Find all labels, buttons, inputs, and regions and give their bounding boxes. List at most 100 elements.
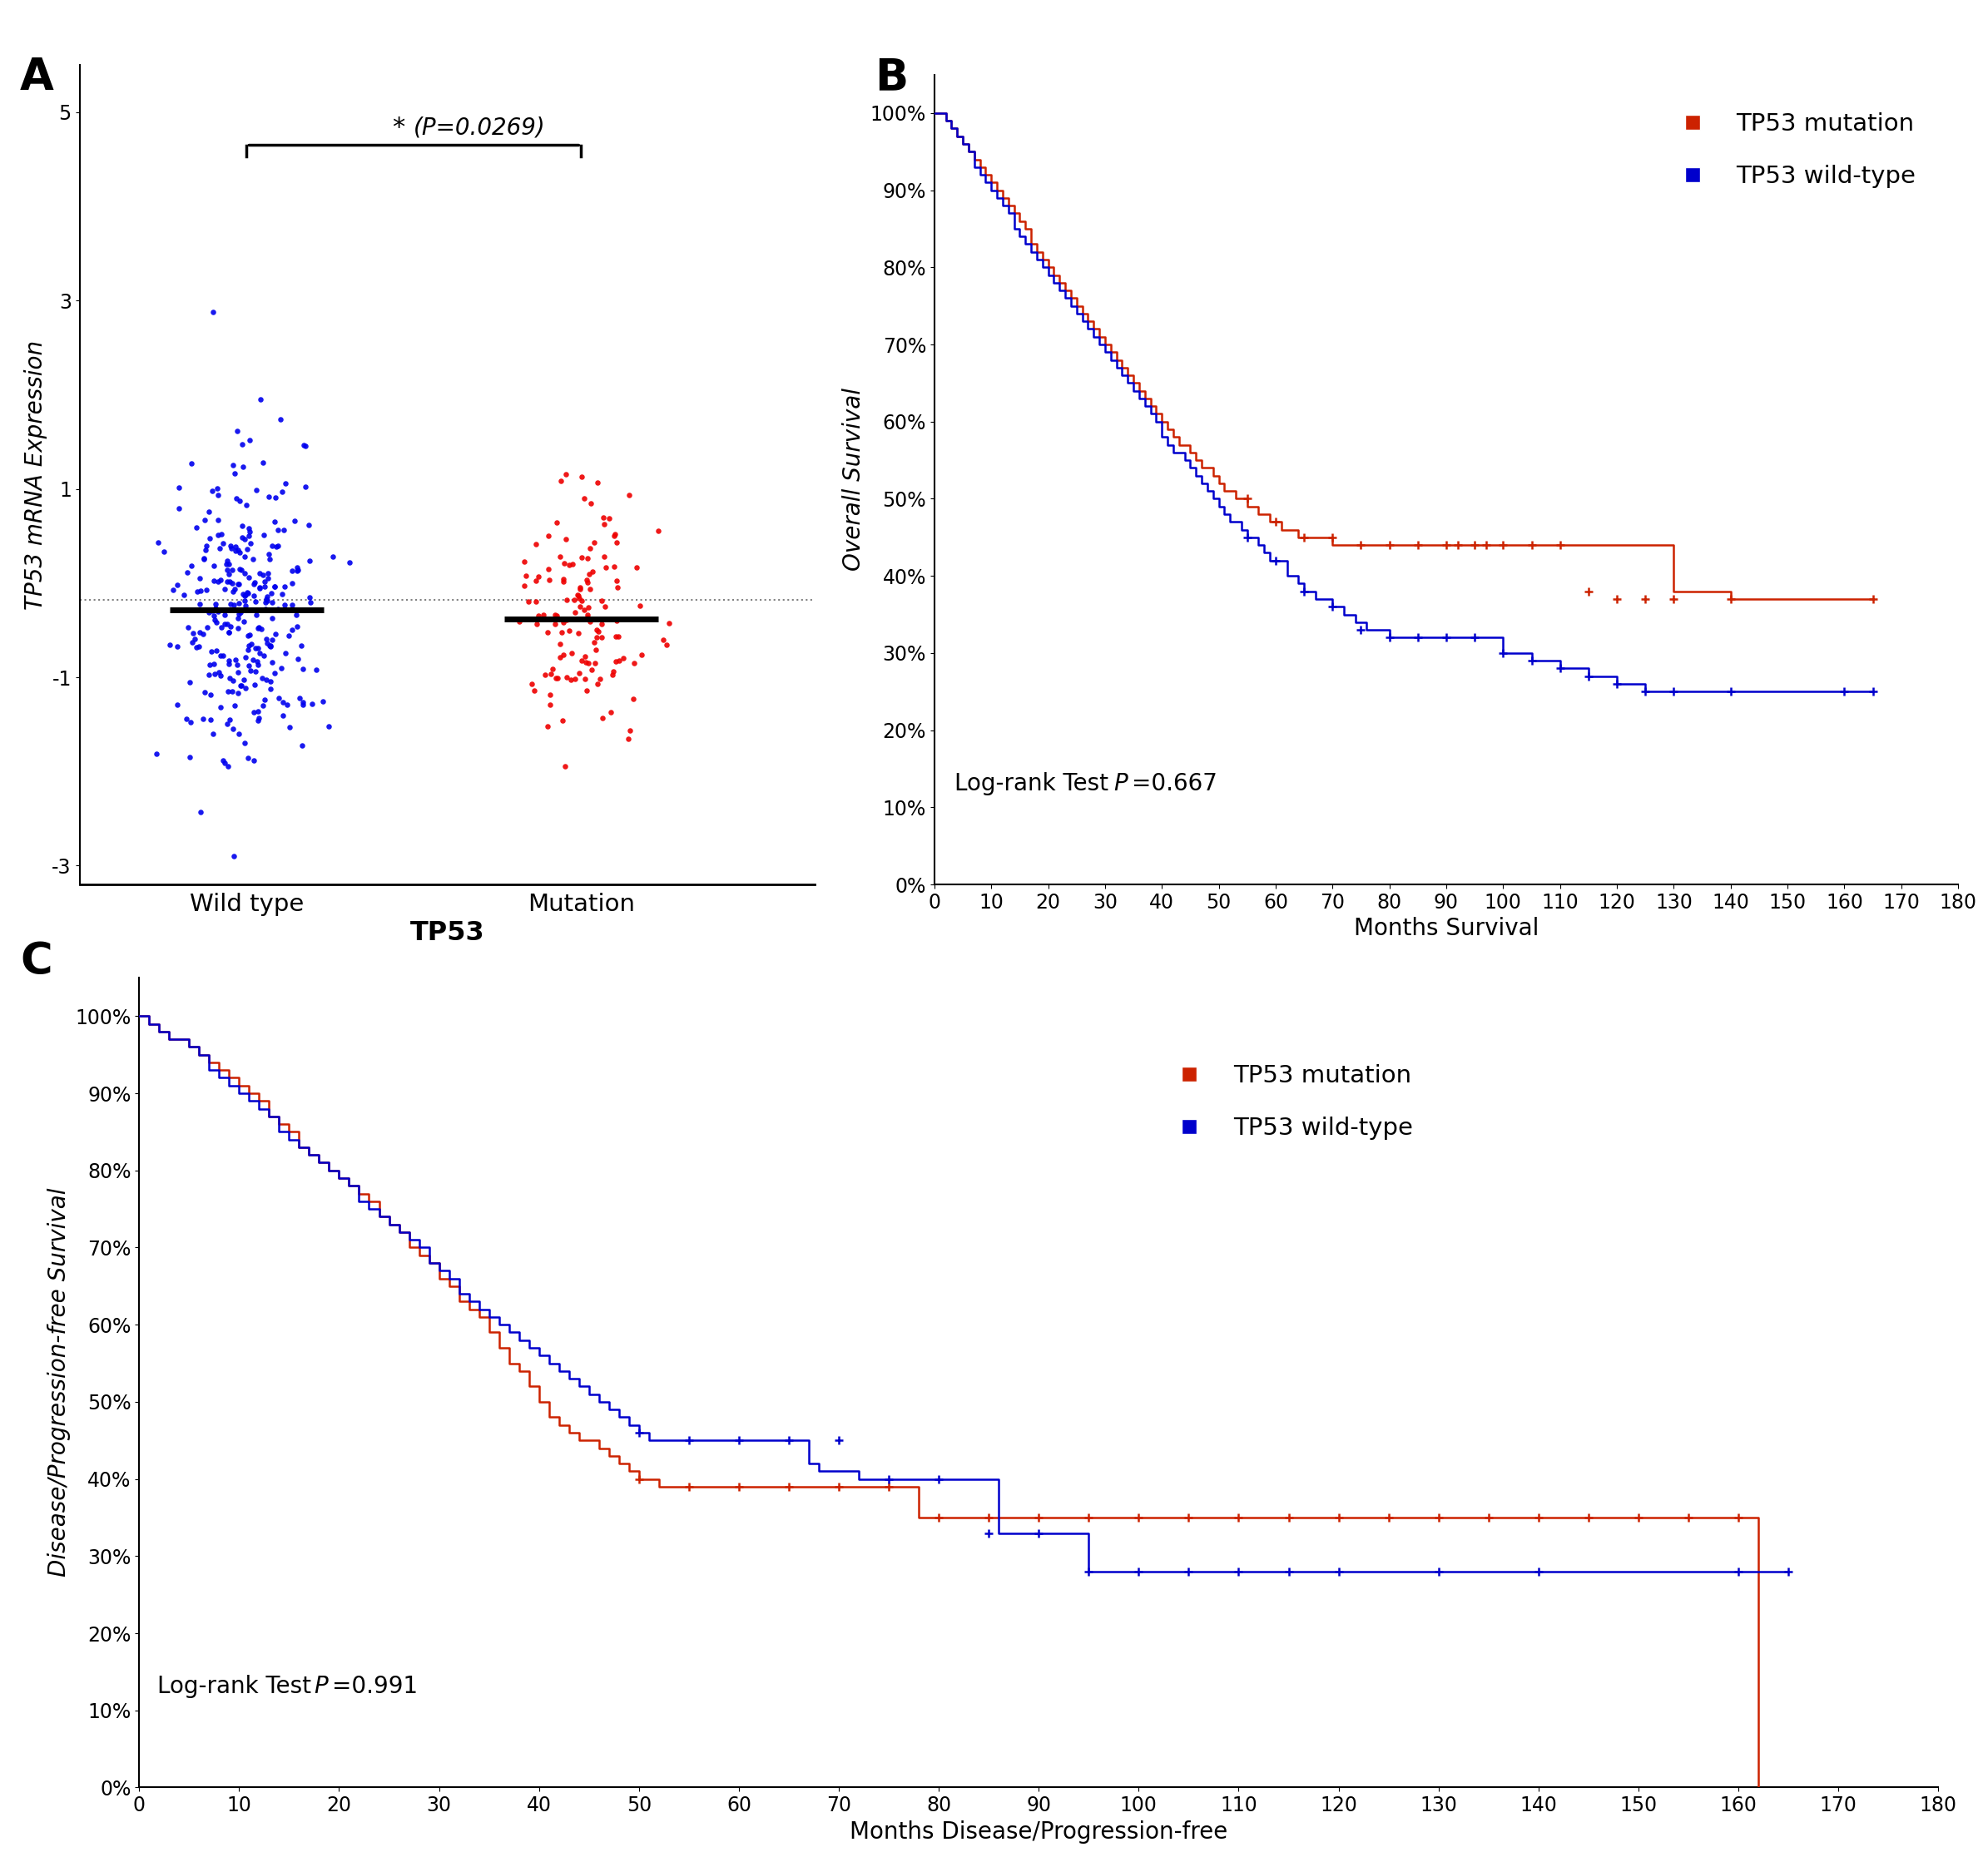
Point [213, 618, 245, 648]
Point [219, 575, 250, 605]
Point [266, 700, 298, 730]
Point [211, 609, 243, 639]
Point [579, 627, 610, 657]
Point [260, 482, 292, 512]
Point [286, 730, 318, 760]
Point [203, 596, 235, 626]
Point [272, 711, 304, 741]
Point [547, 566, 579, 596]
Point [547, 607, 579, 637]
Point [157, 575, 189, 605]
Point [306, 687, 338, 717]
Point [233, 652, 264, 681]
Point [533, 566, 565, 596]
Point [199, 648, 231, 678]
Point [209, 609, 241, 639]
Point [258, 572, 290, 601]
Point [243, 650, 274, 680]
Point [223, 415, 254, 445]
Point [286, 691, 318, 721]
Point [563, 583, 594, 613]
Point [282, 555, 314, 585]
Point [545, 542, 577, 572]
Point [223, 600, 254, 629]
Point [195, 706, 227, 735]
Point [250, 581, 282, 611]
Point [575, 655, 606, 685]
Point [243, 613, 274, 642]
Point [280, 555, 312, 585]
Point [233, 635, 264, 665]
Point [175, 449, 207, 479]
Point [241, 633, 272, 663]
Point [521, 566, 553, 596]
Point [223, 570, 254, 600]
Point [233, 622, 264, 652]
Point [334, 547, 366, 577]
Point [235, 620, 266, 650]
Point [201, 607, 233, 637]
Y-axis label: Overall Survival: Overall Survival [843, 387, 865, 572]
Text: P: P [1113, 773, 1127, 795]
Point [592, 505, 624, 534]
Point [239, 587, 270, 616]
Point [624, 590, 656, 620]
Point [213, 549, 245, 579]
Point [563, 659, 594, 689]
Point [241, 646, 272, 676]
Point [211, 709, 243, 739]
Y-axis label: TP53 mRNA Expression: TP53 mRNA Expression [24, 341, 48, 609]
Point [199, 605, 231, 635]
Point [161, 631, 193, 661]
Point [270, 469, 302, 499]
Point [185, 575, 217, 605]
Point [223, 603, 254, 633]
Point [582, 668, 614, 698]
Point [247, 663, 278, 693]
Point [205, 693, 237, 722]
Point [575, 533, 606, 562]
Point [256, 648, 288, 678]
Point [243, 706, 274, 735]
Point [227, 579, 258, 609]
Point [211, 555, 243, 585]
Point [248, 641, 280, 670]
Point [201, 635, 233, 665]
Point [569, 663, 600, 693]
Point [284, 631, 316, 661]
Point [503, 607, 535, 637]
Point [235, 629, 266, 659]
Point [205, 519, 237, 549]
Point [256, 531, 288, 560]
Point [547, 618, 579, 648]
Point [227, 607, 258, 637]
Point [229, 587, 260, 616]
Point [217, 577, 248, 607]
Point [229, 523, 260, 553]
X-axis label: Months Survival: Months Survival [1354, 918, 1539, 940]
Point [149, 536, 181, 566]
Point [231, 581, 262, 611]
Point [278, 506, 310, 536]
Point [551, 585, 582, 614]
Point [199, 590, 231, 620]
Point [227, 523, 258, 553]
Point [245, 385, 276, 415]
Point [294, 546, 326, 575]
Point [250, 624, 282, 654]
Point [205, 534, 237, 564]
Point [288, 430, 320, 460]
Point [175, 667, 207, 696]
Point [223, 570, 254, 600]
Point [223, 678, 254, 708]
Point [256, 587, 288, 616]
Point [535, 659, 567, 689]
Point [565, 592, 596, 622]
Point [189, 678, 221, 708]
Point [541, 663, 573, 693]
Point [215, 611, 247, 641]
Point [197, 298, 229, 328]
Point [223, 719, 254, 749]
Point [213, 559, 245, 588]
Point [193, 497, 225, 527]
